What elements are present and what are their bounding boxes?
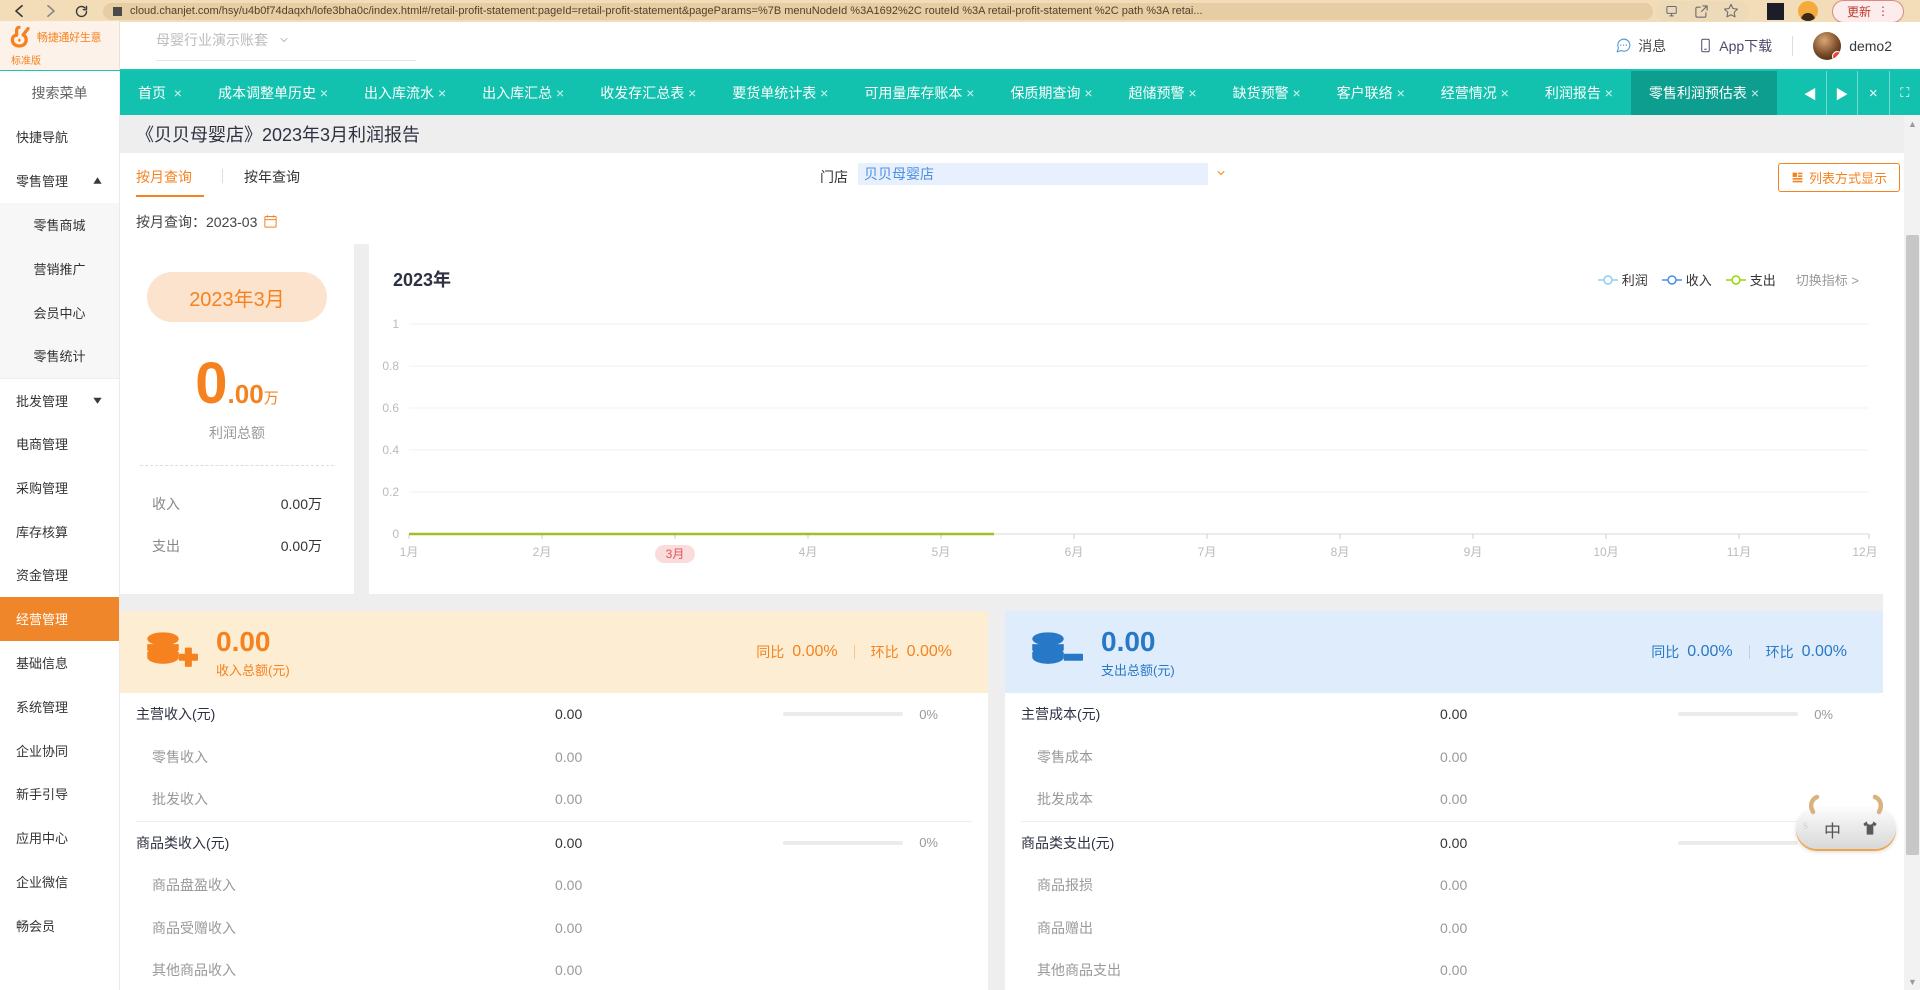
svg-text:4月: 4月 [799,545,818,559]
svg-text:0.6: 0.6 [382,401,399,415]
svg-text:9月: 9月 [1464,545,1483,559]
svg-text:3月: 3月 [666,547,685,561]
svg-text:0.8: 0.8 [382,359,399,373]
svg-text:2月: 2月 [533,545,552,559]
svg-text:10月: 10月 [1593,545,1618,559]
svg-text:5月: 5月 [932,545,951,559]
svg-text:0.2: 0.2 [382,485,399,499]
svg-text:11月: 11月 [1727,545,1751,559]
svg-text:6月: 6月 [1065,545,1084,559]
svg-text:1: 1 [392,317,399,331]
svg-text:0.4: 0.4 [382,443,399,457]
svg-text:7月: 7月 [1198,545,1217,559]
svg-text:0: 0 [392,527,399,541]
svg-text:1月: 1月 [400,545,419,559]
svg-text:12月: 12月 [1852,545,1877,559]
svg-text:8月: 8月 [1331,545,1350,559]
